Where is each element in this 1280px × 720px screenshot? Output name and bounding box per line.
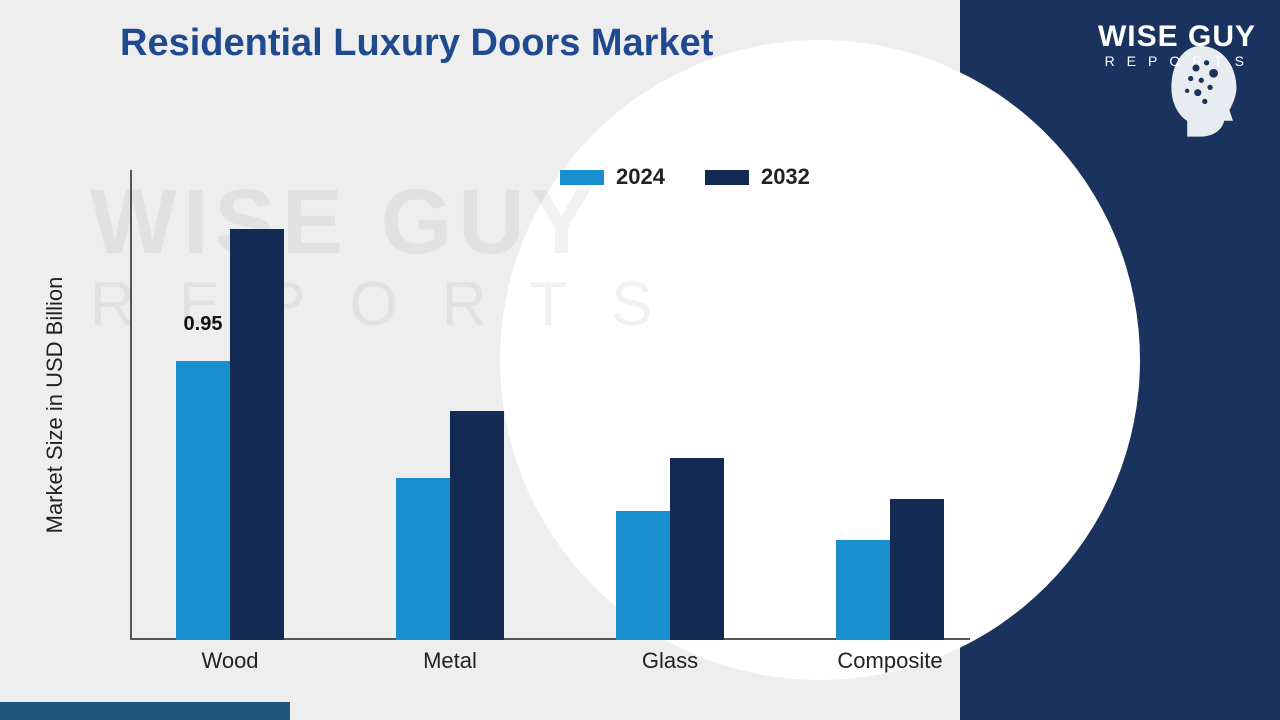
category-label: Metal xyxy=(423,648,477,674)
bar xyxy=(176,361,230,640)
category-label: Composite xyxy=(837,648,942,674)
ylabel-container: Market Size in USD Billion xyxy=(40,170,70,640)
bar xyxy=(450,411,504,640)
bar-value-label: 0.95 xyxy=(184,313,223,336)
brand-logo: WISE GUY REPORTS xyxy=(1098,22,1256,68)
bar xyxy=(670,458,724,640)
page-title: Residential Luxury Doors Market xyxy=(120,22,713,65)
y-axis-label: Market Size in USD Billion xyxy=(42,277,68,534)
brand-line1: WISE GUY xyxy=(1098,22,1256,52)
bottom-accent-bar xyxy=(0,702,290,720)
plot-area: 0.95WoodMetalGlassComposite xyxy=(130,170,970,640)
canvas: WISE GUY REPORTS Residential Luxury Door… xyxy=(0,0,1280,720)
chart-area: Market Size in USD Billion 0.95WoodMetal… xyxy=(70,170,970,690)
bar xyxy=(890,499,944,640)
y-axis-line xyxy=(130,170,132,640)
bar xyxy=(396,478,450,640)
bar xyxy=(836,540,890,640)
brand-line2: REPORTS xyxy=(1098,54,1256,68)
category-label: Glass xyxy=(642,648,698,674)
bar xyxy=(616,511,670,640)
category-label: Wood xyxy=(201,648,258,674)
bar xyxy=(230,229,284,640)
